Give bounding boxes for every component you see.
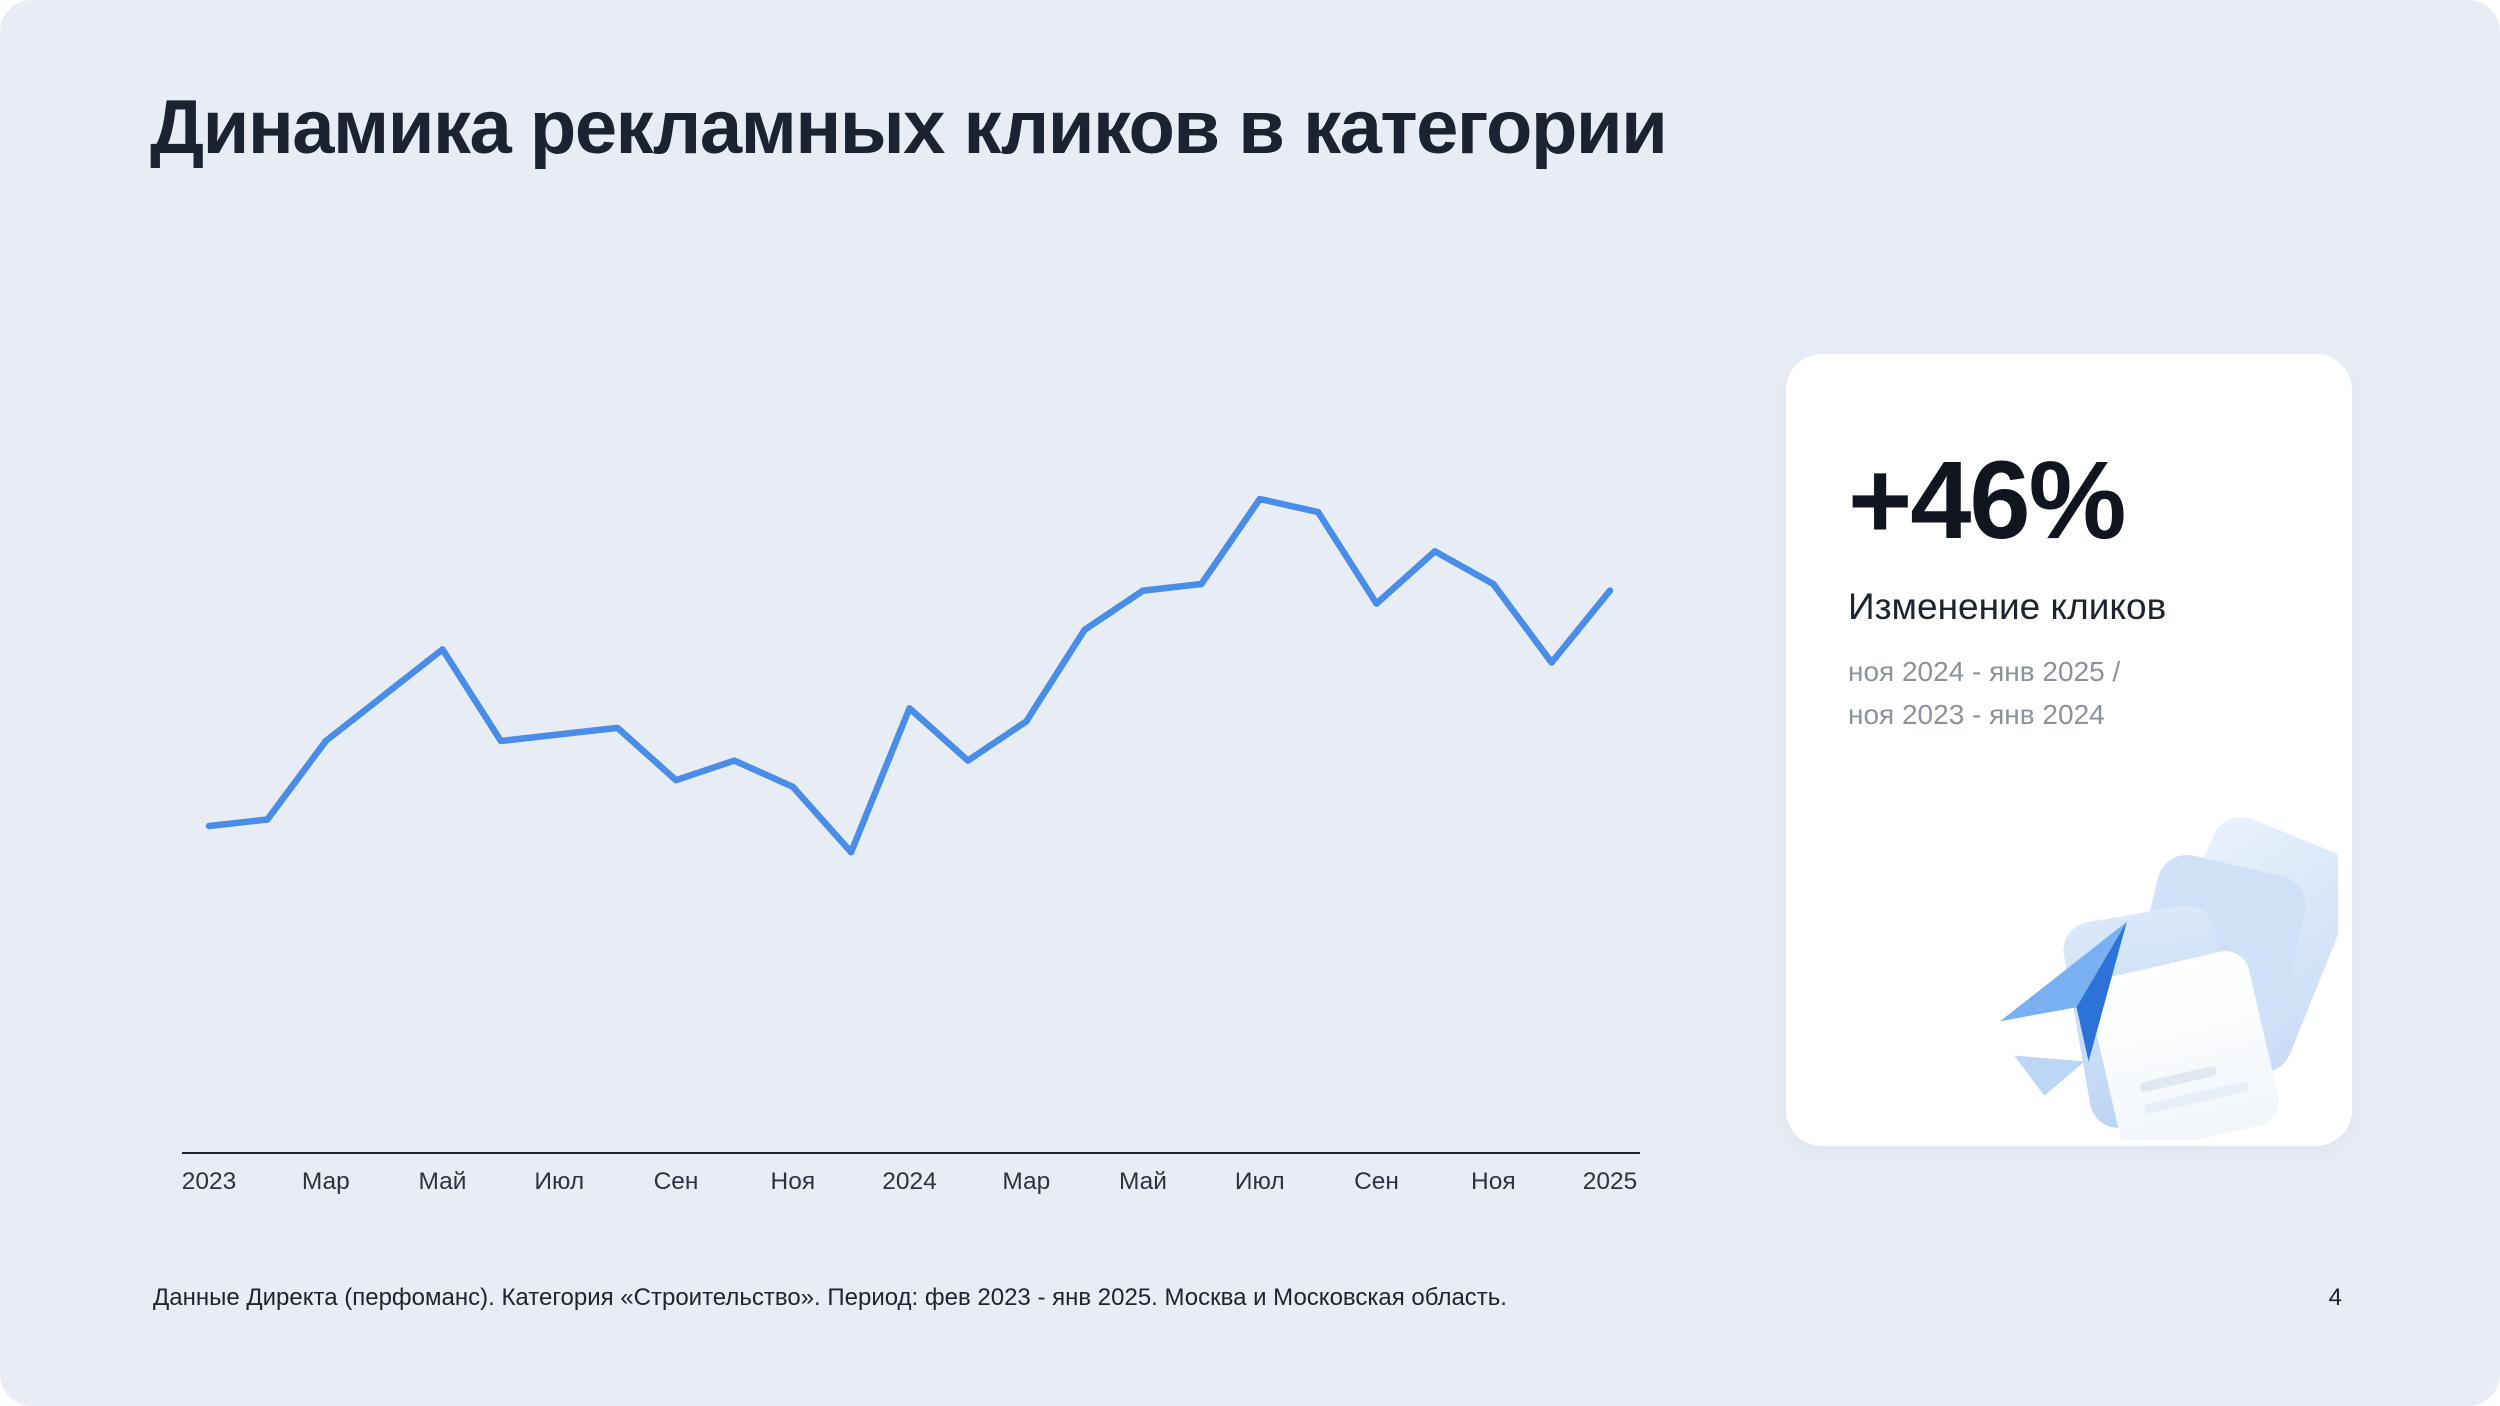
- x-tick-label: Май: [1119, 1168, 1167, 1195]
- clicks-line-chart: 2023 Мар Май Июл Сен Ноя 2024 Мар Май Июл Сен Ноя 20…: [182, 400, 1640, 1205]
- x-tick-label: Сен: [1354, 1168, 1399, 1195]
- stat-card: +46% Изменение кликов ноя 2024 - янв 202…: [1786, 354, 2352, 1146]
- footer-source-note: Данные Директа (перфоманс). Категория «С…: [153, 1284, 1507, 1311]
- clicks-line-series: [205, 495, 1614, 856]
- x-tick-label: Июл: [534, 1168, 584, 1195]
- page-number: 4: [2328, 1284, 2342, 1311]
- document-card-icon: [2089, 951, 2279, 1140]
- x-tick-label: 2023: [182, 1168, 236, 1195]
- x-tick-label: Ноя: [1471, 1168, 1516, 1195]
- x-tick-label: Май: [419, 1168, 467, 1195]
- slide-footer: Данные Директа (перфоманс). Категория «С…: [153, 1284, 2342, 1312]
- stat-value: +46%: [1848, 439, 2126, 562]
- stat-label: Изменение кликов: [1848, 586, 2167, 627]
- x-tick-label: 2025: [1583, 1168, 1638, 1195]
- paper-plane-folders-illustration: [2000, 817, 2338, 1140]
- x-tick-label: Мар: [1002, 1168, 1050, 1195]
- x-tick-label: Ноя: [771, 1168, 816, 1195]
- stat-periods: ноя 2024 - янв 2025 / ноя 2023 - янв 202…: [1848, 650, 2352, 737]
- x-tick-label: Мар: [302, 1168, 350, 1195]
- x-tick-label: 2024: [882, 1168, 937, 1195]
- x-tick-label: Сен: [654, 1168, 699, 1195]
- stat-period-line-2: ноя 2023 - янв 2024: [1848, 699, 2105, 731]
- stat-period-line-1: ноя 2024 - янв 2025 /: [1848, 656, 2121, 687]
- line-chart-svg: 2023 Мар Май Июл Сен Ноя 2024 Мар Май Июл Сен Ноя 20…: [182, 495, 1640, 1195]
- x-tick-label: Июл: [1235, 1168, 1285, 1195]
- slide-title: Динамика рекламных кликов в категории: [150, 85, 1668, 170]
